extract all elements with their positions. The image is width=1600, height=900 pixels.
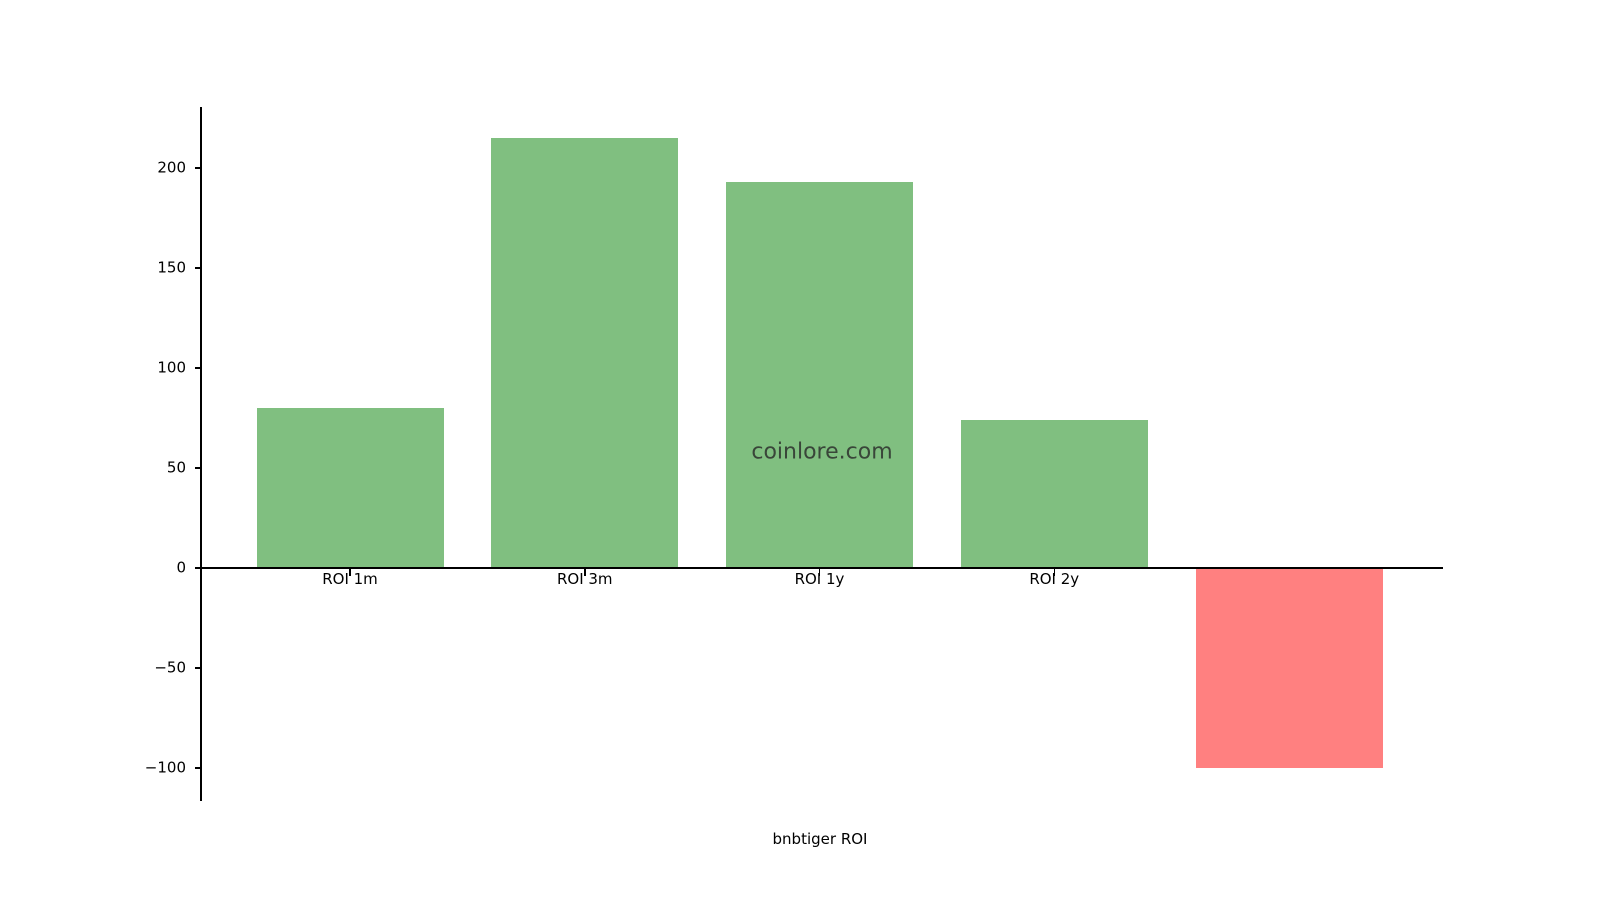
y-tick-label: 0: [176, 558, 186, 577]
watermark-text: coinlore.com: [751, 439, 893, 465]
x-tick-label: ROI 2y: [1029, 570, 1080, 588]
y-tick-mark: [195, 167, 201, 169]
chart-x-axis-title: bnbtiger ROI: [772, 830, 868, 848]
x-tick-label: ROI 1m: [322, 570, 378, 588]
y-tick-label: −50: [154, 658, 186, 677]
bar-roi-1m: [256, 408, 444, 568]
y-tick-label: −100: [144, 758, 186, 777]
x-tick-mark: [818, 568, 821, 576]
bar-roi-1y: [726, 182, 913, 568]
x-tick-mark: [349, 568, 351, 576]
y-tick-mark: [195, 567, 201, 569]
y-tick-label: 50: [166, 458, 186, 477]
bar-roi-2y: [960, 420, 1148, 568]
bar-negative-4: [1195, 568, 1383, 768]
x-tick-label: ROI 3m: [556, 570, 613, 588]
x-tick-label: ROI 1y: [794, 570, 845, 588]
bar-roi-3m: [491, 138, 679, 568]
y-tick-mark: [195, 667, 201, 669]
y-tick-label: 100: [157, 358, 186, 377]
y-tick-mark: [195, 367, 201, 369]
y-tick-mark: [195, 267, 201, 269]
x-tick-mark: [1053, 568, 1055, 576]
y-axis-spine: [200, 107, 202, 801]
y-tick-label: 200: [157, 158, 186, 177]
y-tick-mark: [195, 767, 201, 769]
y-tick-label: 150: [157, 258, 186, 277]
x-axis-zero-line: [200, 567, 1443, 569]
x-tick-mark: [584, 568, 586, 576]
y-tick-mark: [195, 467, 201, 469]
